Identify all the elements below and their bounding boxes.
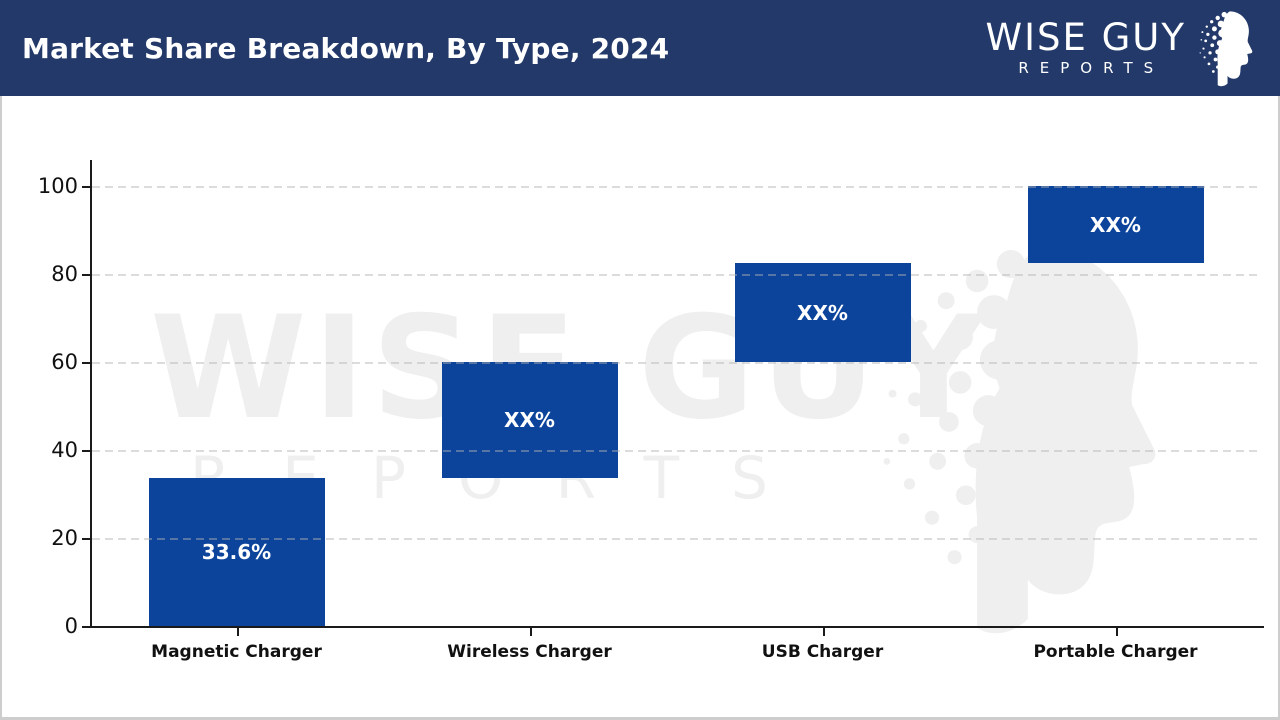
bar-value-label: XX% — [1090, 212, 1141, 237]
gridline — [92, 186, 1262, 188]
x-category-label: Magnetic Charger — [151, 642, 322, 662]
y-tick-mark — [82, 538, 90, 540]
watermark-head-icon — [883, 247, 1156, 634]
bar-value-label: 33.6% — [201, 540, 272, 565]
y-tick-label: 80 — [51, 262, 78, 286]
x-category-label: Portable Charger — [1033, 642, 1198, 662]
header-band: Market Share Breakdown, By Type, 2024 WI… — [0, 0, 1280, 96]
y-tick-mark — [82, 450, 90, 452]
bar-value-label: XX% — [504, 408, 555, 433]
y-tick-label: 20 — [51, 526, 78, 550]
x-category-label: Wireless Charger — [447, 642, 612, 662]
y-tick-mark — [82, 626, 90, 628]
logo-subtitle: REPORTS — [1018, 59, 1165, 78]
gridline — [92, 362, 1262, 364]
gridline — [92, 274, 1262, 276]
waterfall-bar: XX% — [1027, 186, 1204, 264]
waterfall-bar: 33.6% — [148, 478, 325, 626]
logo-head-icon — [1199, 11, 1253, 87]
y-tick-mark — [82, 274, 90, 276]
page-title: Market Share Breakdown, By Type, 2024 — [22, 31, 670, 65]
x-axis-line — [90, 626, 1264, 628]
chart-area: WISE GUY REPORTS 02040608010033.6%Magnet… — [0, 96, 1280, 720]
x-tick-mark — [1115, 628, 1118, 636]
y-tick-label: 40 — [51, 438, 78, 462]
y-axis-line — [90, 159, 92, 628]
logo-wordmark: WISE GUY — [985, 15, 1186, 59]
wise-guy-reports-logo: WISE GUY REPORTS — [986, 7, 1266, 89]
y-tick-mark — [82, 362, 90, 364]
waterfall-bar: XX% — [441, 362, 618, 479]
gridline — [92, 450, 1262, 452]
y-tick-label: 0 — [64, 614, 78, 638]
gridline — [92, 538, 1262, 540]
x-tick-mark — [822, 628, 825, 636]
x-tick-mark — [529, 628, 532, 636]
logo-text: WISE GUY REPORTS — [985, 15, 1186, 78]
x-tick-mark — [236, 628, 239, 636]
y-tick-label: 100 — [37, 174, 78, 198]
y-tick-mark — [82, 186, 90, 188]
x-category-label: USB Charger — [761, 642, 884, 662]
y-tick-label: 60 — [51, 350, 78, 374]
bar-value-label: XX% — [797, 300, 848, 325]
waterfall-bar: XX% — [734, 263, 911, 362]
